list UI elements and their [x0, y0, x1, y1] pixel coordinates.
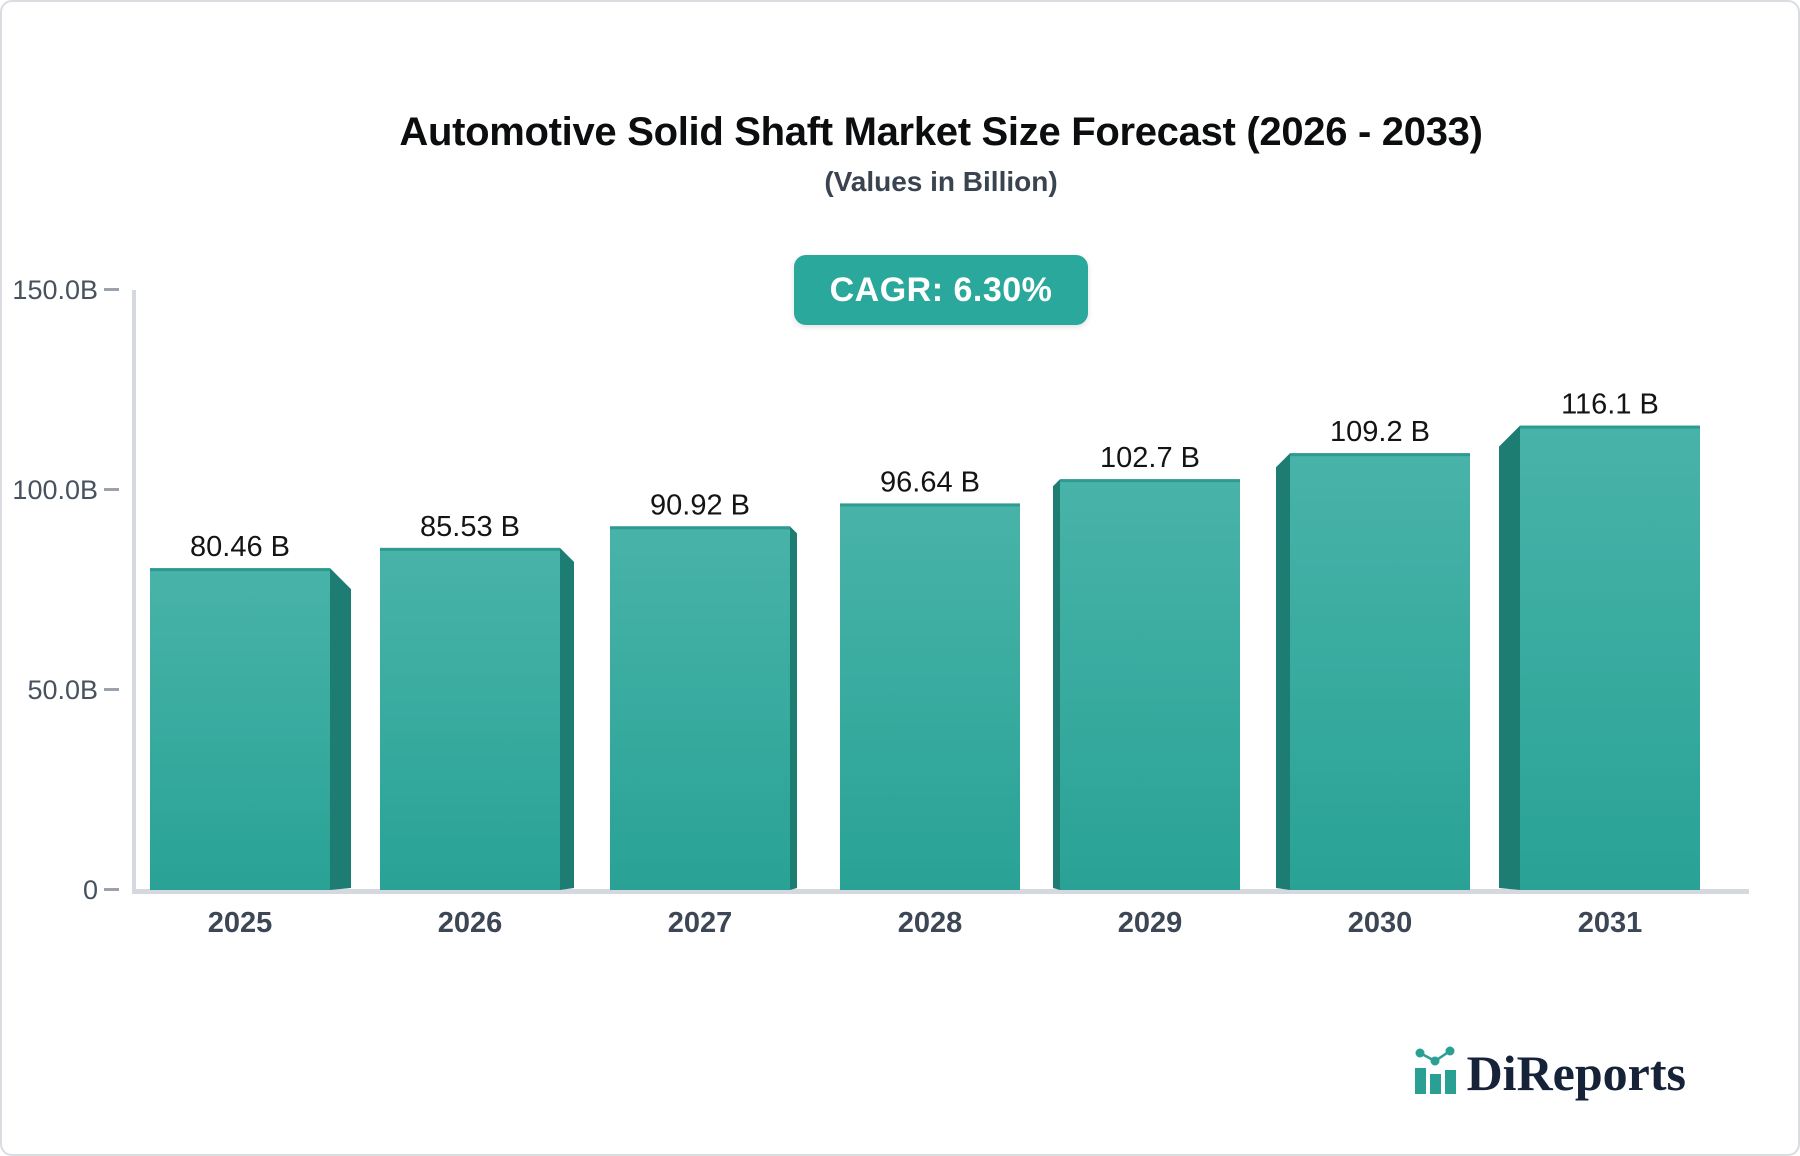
brand-name: DiReports	[1466, 1045, 1686, 1101]
bar-side-panel	[1053, 479, 1060, 890]
bar-value-label: 90.92 B	[650, 489, 750, 521]
bar-top-edge	[1520, 425, 1700, 429]
bar	[840, 503, 1020, 890]
bar-value-label: 96.64 B	[880, 466, 980, 498]
brand-logo: DiReports	[1413, 1046, 1686, 1098]
bar-value-label: 116.1 B	[1561, 389, 1659, 421]
cagr-badge-row: CAGR: 6.30%	[136, 255, 1746, 325]
x-axis-category-label: 2029	[1118, 907, 1183, 939]
bar	[380, 547, 560, 890]
cagr-badge: CAGR: 6.30%	[793, 255, 1089, 325]
bar	[150, 568, 330, 890]
brand-chart-icon	[1414, 1046, 1456, 1094]
x-axis-line	[132, 889, 1749, 894]
y-tick-label: 0	[83, 875, 98, 905]
y-tick-mark	[104, 888, 119, 891]
bar	[1060, 479, 1240, 890]
y-tick-label: 100.0B	[12, 475, 98, 505]
x-axis-category-label: 2030	[1348, 907, 1413, 939]
bar-side-panel	[330, 568, 351, 890]
x-axis-category-label: 2027	[668, 907, 733, 939]
bar-value-label: 80.46 B	[190, 531, 290, 563]
y-tick-label: 50.0B	[27, 675, 98, 705]
bar-side-panel	[1499, 425, 1520, 890]
bar-value-label: 102.7 B	[1100, 442, 1200, 474]
bar	[1520, 425, 1700, 890]
bar	[1290, 453, 1470, 890]
y-axis-line	[132, 290, 136, 894]
bar-top-edge	[1290, 453, 1470, 457]
y-tick-mark	[104, 488, 119, 491]
bar-value-label: 85.53 B	[420, 511, 520, 543]
bar-side-panel	[1276, 453, 1290, 890]
x-axis-category-label: 2031	[1578, 907, 1643, 939]
x-axis-category-label: 2026	[438, 907, 503, 939]
chart-subtitle: (Values in Billion)	[824, 166, 1058, 197]
bar-top-edge	[840, 503, 1020, 507]
y-tick-label: 150.0B	[12, 275, 98, 305]
x-axis-category-label: 2028	[898, 907, 963, 939]
bar-side-panel	[560, 547, 574, 890]
bar-top-edge	[1060, 479, 1240, 483]
page-title: Automotive Solid Shaft Market Size Forec…	[399, 110, 1483, 154]
bar-value-label: 109.2 B	[1330, 416, 1430, 448]
x-axis-category-label: 2025	[208, 907, 273, 939]
y-tick-mark	[104, 288, 119, 291]
bar-side-panel	[790, 526, 797, 890]
y-tick-mark	[104, 688, 119, 691]
bar-top-edge	[150, 568, 330, 572]
bar-top-edge	[610, 526, 790, 530]
bar	[610, 526, 790, 890]
bar-top-edge	[380, 547, 560, 551]
